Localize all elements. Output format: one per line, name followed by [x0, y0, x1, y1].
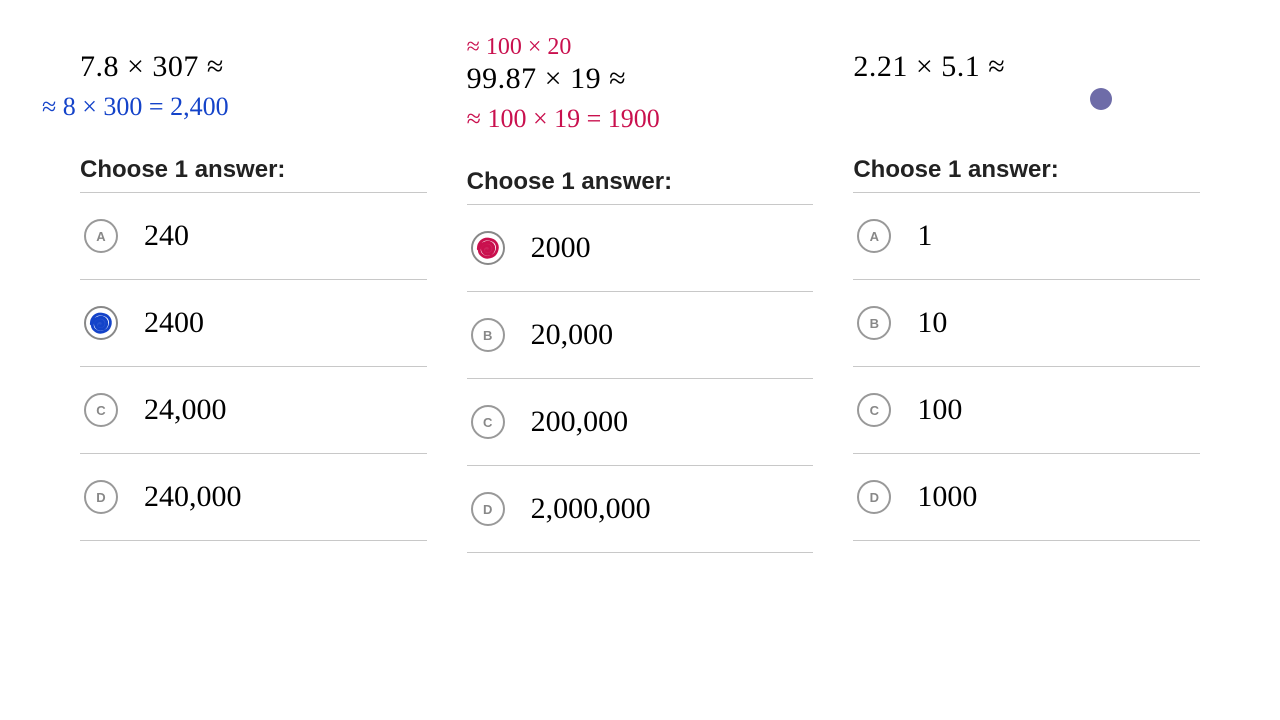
radio-button[interactable]: C	[84, 393, 118, 427]
choose-answer-prompt: Choose 1 answer:	[853, 156, 1200, 184]
answer-option-label: 1	[917, 219, 932, 253]
answer-option-a[interactable]: A 240	[80, 193, 427, 280]
choose-answer-prompt: Choose 1 answer:	[80, 156, 427, 184]
radio-button[interactable]	[84, 306, 118, 340]
answer-option-label: 200,000	[531, 405, 629, 439]
answer-option-c[interactable]: C 24,000	[80, 367, 427, 454]
radio-button[interactable]: D	[857, 480, 891, 514]
answer-option-b[interactable]: B 10	[853, 280, 1200, 367]
radio-button[interactable]: C	[471, 405, 505, 439]
question-column-2: ≈ 100 × 2099.87 × 19 ≈≈ 100 × 19 = 1900C…	[467, 40, 814, 690]
radio-button[interactable]	[471, 231, 505, 265]
answer-option-d[interactable]: D 1000	[853, 454, 1200, 541]
radio-button[interactable]: A	[857, 219, 891, 253]
answer-option-label: 240,000	[144, 480, 242, 514]
answer-option-a[interactable]: 2000	[467, 205, 814, 292]
question-expression: 7.8 × 307 ≈	[80, 50, 427, 84]
answer-option-label: 24,000	[144, 393, 227, 427]
handwritten-top-annotation: ≈ 100 × 20	[467, 34, 572, 61]
radio-button[interactable]: B	[471, 318, 505, 352]
radio-button[interactable]: A	[84, 219, 118, 253]
question-column-3: 2.21 × 5.1 ≈ Choose 1 answer:A1B10C100D1…	[853, 40, 1200, 690]
answer-option-label: 2,000,000	[531, 492, 651, 526]
answer-option-a[interactable]: A1	[853, 193, 1200, 280]
radio-button[interactable]: C	[857, 393, 891, 427]
handwritten-work: ≈ 100 × 19 = 1900	[467, 104, 814, 140]
answer-option-b[interactable]: 2400	[80, 280, 427, 367]
quiz-container: 7.8 × 307 ≈ ≈ 8 × 300 = 2,400 Choose 1 ans…	[0, 0, 1280, 720]
answer-option-b[interactable]: B 20,000	[467, 292, 814, 379]
answer-option-d[interactable]: D 240,000	[80, 454, 427, 541]
answer-option-label: 2400	[144, 306, 204, 340]
question-column-1: 7.8 × 307 ≈≈ 8 × 300 = 2,400Choose 1 ans…	[80, 40, 427, 690]
answer-option-label: 240	[144, 219, 189, 253]
answer-option-label: 20,000	[531, 318, 614, 352]
question-expression: 2.21 × 5.1 ≈	[853, 50, 1200, 84]
choose-answer-prompt: Choose 1 answer:	[467, 168, 814, 196]
answer-option-c[interactable]: C 200,000	[467, 379, 814, 466]
radio-button[interactable]: D	[471, 492, 505, 526]
answer-option-c[interactable]: C 100	[853, 367, 1200, 454]
cursor-indicator	[1090, 88, 1112, 110]
handwritten-work: ≈ 8 × 300 = 2,400	[42, 92, 427, 128]
answer-option-label: 100	[917, 393, 962, 427]
handwritten-work	[853, 92, 1200, 128]
radio-button[interactable]: D	[84, 480, 118, 514]
answer-option-label: 10	[917, 306, 947, 340]
answer-option-label: 1000	[917, 480, 977, 514]
answer-option-label: 2000	[531, 231, 591, 265]
answer-option-d[interactable]: D 2,000,000	[467, 466, 814, 553]
radio-button[interactable]: B	[857, 306, 891, 340]
question-expression: 99.87 × 19 ≈	[467, 62, 814, 96]
